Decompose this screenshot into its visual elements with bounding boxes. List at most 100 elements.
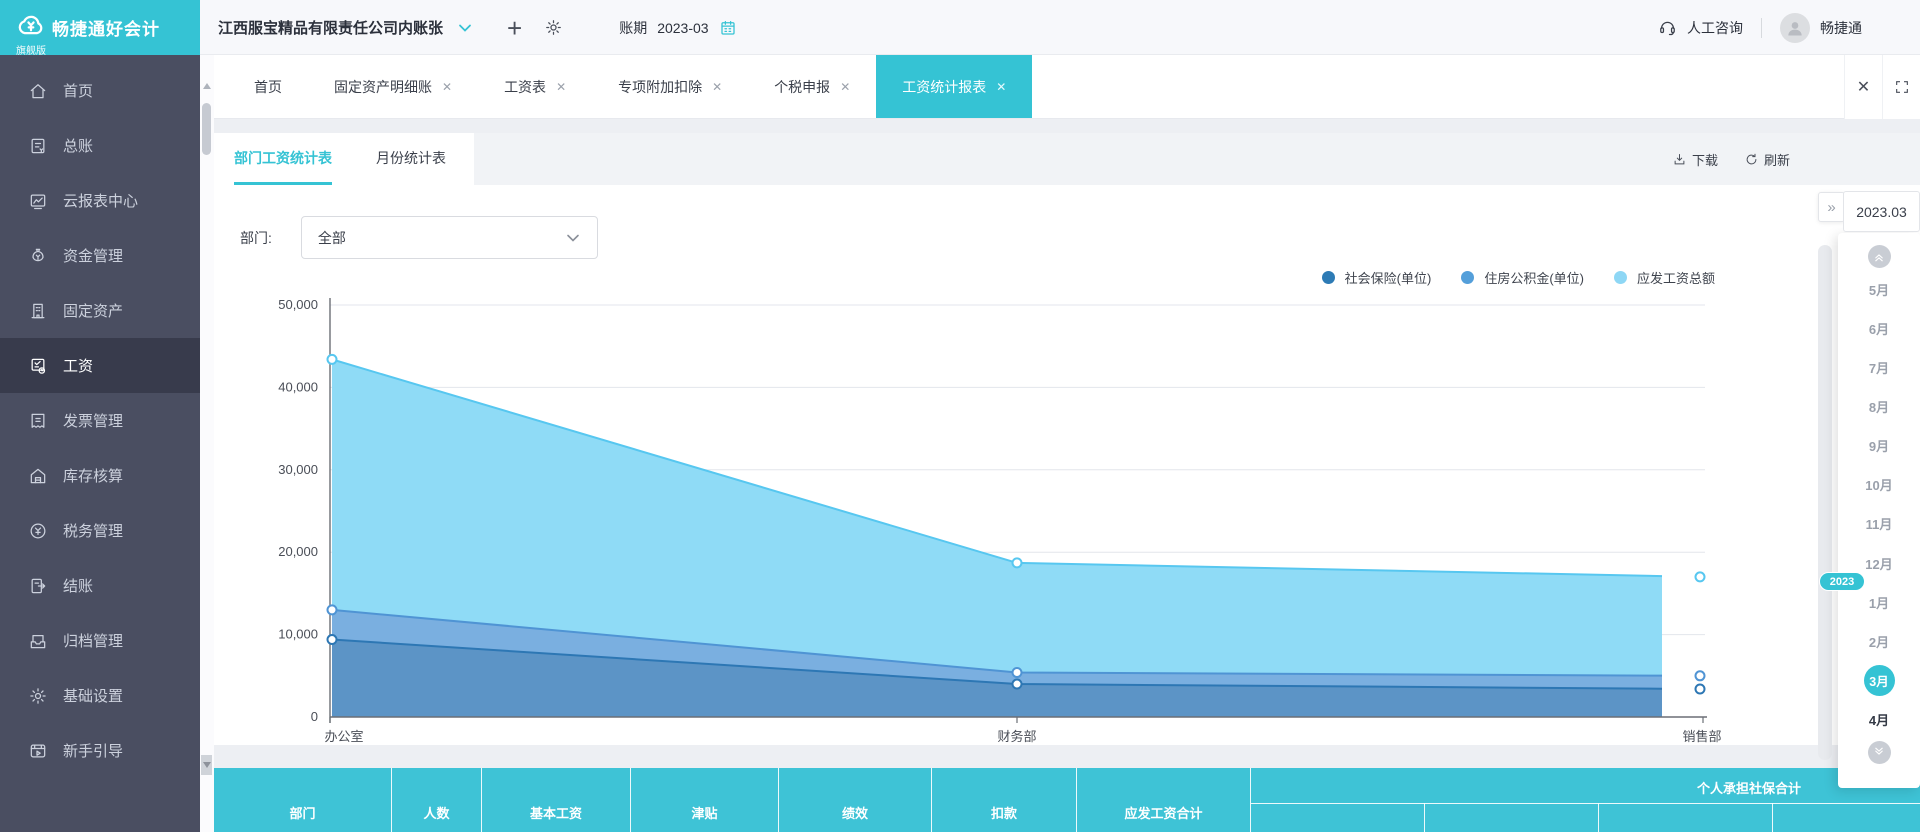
month-item[interactable]: 11月 bbox=[1865, 517, 1893, 533]
refresh-button[interactable]: 刷新 bbox=[1744, 150, 1790, 169]
close-tab-icon[interactable] bbox=[840, 80, 850, 94]
sidebar-item[interactable]: 发票管理 bbox=[0, 393, 200, 448]
month-item[interactable]: 9月 bbox=[1868, 439, 1890, 455]
refresh-icon bbox=[1746, 153, 1757, 164]
home-icon bbox=[28, 81, 48, 101]
close-tab-icon[interactable] bbox=[442, 80, 452, 94]
sidebar-item[interactable]: 基础设置 bbox=[0, 668, 200, 723]
chevron-down-icon[interactable] bbox=[457, 20, 473, 36]
brand-logo: 畅捷通好会计 旗舰版 bbox=[0, 0, 200, 57]
month-item[interactable]: 12月 bbox=[1865, 556, 1893, 572]
month-item[interactable]: 4月 bbox=[1868, 713, 1890, 729]
sidebar-nav: 首页 总账 云报表中心 资金管理 固定资产 工资 发票管理 库存核算 税务管理 bbox=[0, 55, 200, 832]
salary-chart: 0 10,000 20,000 30,000 40,000 50,000 办公室 财务部 销售部 bbox=[214, 260, 1920, 760]
headset-icon[interactable] bbox=[1658, 18, 1677, 37]
y-axis-tick-label: 0 bbox=[311, 709, 318, 724]
document-tab[interactable]: 首页 bbox=[254, 78, 282, 95]
document-tab[interactable]: 个税申报 bbox=[748, 55, 876, 118]
guide-icon bbox=[28, 741, 48, 761]
window-controls bbox=[1844, 55, 1920, 119]
legend-item[interactable]: 应发工资总额 bbox=[1613, 268, 1715, 287]
download-button[interactable]: 下载 bbox=[1672, 150, 1718, 169]
document-tab[interactable]: 专项附加扣除 bbox=[592, 55, 748, 118]
month-item[interactable]: 2月 bbox=[1868, 634, 1890, 650]
sidebar-item[interactable]: 云报表中心 bbox=[0, 173, 200, 228]
sidebar-item[interactable]: 首页 bbox=[0, 63, 200, 118]
month-item[interactable]: 1月 bbox=[1868, 595, 1890, 611]
document-tab[interactable]: 工资统计报表 bbox=[876, 55, 1033, 118]
closing-icon bbox=[28, 576, 48, 596]
sidebar-item[interactable]: 新手引导 bbox=[0, 723, 200, 778]
top-bar: 畅捷通好会计 旗舰版 江西服宝精品有限责任公司内账张 + 账期 2023-03 bbox=[0, 0, 1920, 57]
account-period[interactable]: 账期 2023-03 bbox=[591, 18, 736, 38]
legend-item[interactable]: 住房公积金(单位) bbox=[1461, 268, 1584, 287]
sidebar-item[interactable]: 总账 bbox=[0, 118, 200, 173]
gear-icon[interactable] bbox=[544, 18, 563, 37]
sidebar-item[interactable]: 归档管理 bbox=[0, 613, 200, 668]
fullscreen-button[interactable] bbox=[1882, 55, 1920, 119]
calendar-icon[interactable] bbox=[719, 19, 737, 37]
sidebar-item[interactable]: 工资 bbox=[0, 338, 200, 393]
scroll-months-up-button[interactable] bbox=[1867, 245, 1891, 268]
current-period-box[interactable]: 2023.03 bbox=[1843, 191, 1920, 232]
period-label: 账期 bbox=[619, 19, 648, 36]
panel-header: 部门工资统计表 月份统计表 下载 刷新 bbox=[214, 133, 1920, 185]
sidebar-item[interactable]: 固定资产 bbox=[0, 283, 200, 338]
y-axis-tick-label: 40,000 bbox=[278, 379, 318, 394]
inventory-icon bbox=[28, 466, 48, 486]
series-area bbox=[332, 359, 1662, 717]
x-axis-label: 办公室 bbox=[324, 729, 363, 744]
document-tab[interactable]: 工资表 bbox=[478, 55, 592, 118]
month-item[interactable]: 3月 bbox=[1863, 663, 1895, 699]
invoice-icon bbox=[28, 411, 48, 431]
report-subtab[interactable]: 月份统计表 bbox=[376, 149, 446, 166]
month-item[interactable]: 5月 bbox=[1868, 282, 1890, 298]
department-select-value: 全部 bbox=[317, 229, 346, 246]
table-column-header: 基本工资 bbox=[482, 768, 631, 832]
close-tab-icon[interactable] bbox=[556, 80, 566, 94]
user-avatar[interactable] bbox=[1780, 12, 1810, 43]
close-all-tabs-button[interactable] bbox=[1844, 55, 1882, 119]
month-item[interactable]: 10月 bbox=[1865, 478, 1893, 494]
salary-summary-table: 部门 人数 基本工资 津贴 绩效 扣款 应发工资合计 个人承担社保合计 bbox=[214, 768, 1920, 832]
month-item[interactable]: 8月 bbox=[1868, 400, 1890, 416]
group-header-label: 个人承担社保合计 bbox=[1697, 781, 1802, 796]
sidebar-item[interactable]: 库存核算 bbox=[0, 448, 200, 503]
app-edition: 旗舰版 bbox=[16, 46, 46, 57]
month-item[interactable]: 7月 bbox=[1868, 360, 1890, 376]
data-point bbox=[1011, 667, 1023, 679]
scrollbar-thumb[interactable] bbox=[202, 103, 211, 155]
table-column-header: 绩效 bbox=[779, 768, 932, 832]
data-point bbox=[326, 353, 338, 365]
department-select[interactable]: 全部 bbox=[300, 216, 598, 259]
scroll-months-down-button[interactable] bbox=[1867, 740, 1891, 764]
report-subtabs: 部门工资统计表 月份统计表 bbox=[214, 133, 474, 185]
month-item[interactable]: 6月 bbox=[1868, 321, 1890, 337]
legend-item[interactable]: 社会保险(单位) bbox=[1321, 268, 1431, 287]
consult-link[interactable]: 人工咨询 bbox=[1687, 19, 1743, 36]
x-axis-label: 财务部 bbox=[997, 729, 1036, 744]
add-account-button[interactable]: + bbox=[507, 12, 523, 43]
document-tab[interactable]: 固定资产明细账 bbox=[308, 55, 478, 118]
legend-dot bbox=[1461, 271, 1475, 284]
period-value[interactable]: 2023-03 bbox=[657, 19, 709, 36]
scroll-down-arrow[interactable] bbox=[201, 755, 212, 775]
sidebar-item[interactable]: 结账 bbox=[0, 558, 200, 613]
period-timeline-track[interactable] bbox=[1818, 245, 1832, 760]
fullscreen-icon bbox=[1895, 81, 1908, 93]
report-subtab[interactable]: 部门工资统计表 bbox=[234, 133, 332, 185]
sidebar-item[interactable]: 税务管理 bbox=[0, 503, 200, 558]
company-name[interactable]: 江西服宝精品有限责任公司内账张 bbox=[218, 20, 444, 37]
data-point bbox=[1694, 571, 1706, 583]
sidebar-item[interactable]: 资金管理 bbox=[0, 228, 200, 283]
scroll-up-arrow[interactable] bbox=[203, 83, 211, 89]
data-point bbox=[1011, 678, 1023, 690]
data-point bbox=[326, 604, 338, 616]
sidebar-scrollbar[interactable] bbox=[200, 55, 214, 832]
company-selector[interactable]: 江西服宝精品有限责任公司内账张 + 账期 2023-03 bbox=[218, 0, 737, 55]
close-tab-icon[interactable] bbox=[712, 80, 722, 94]
collapse-period-panel-button[interactable] bbox=[1818, 192, 1845, 222]
series-area bbox=[332, 639, 1662, 717]
close-tab-icon[interactable] bbox=[996, 80, 1006, 94]
user-name[interactable]: 畅捷通 bbox=[1820, 19, 1862, 36]
